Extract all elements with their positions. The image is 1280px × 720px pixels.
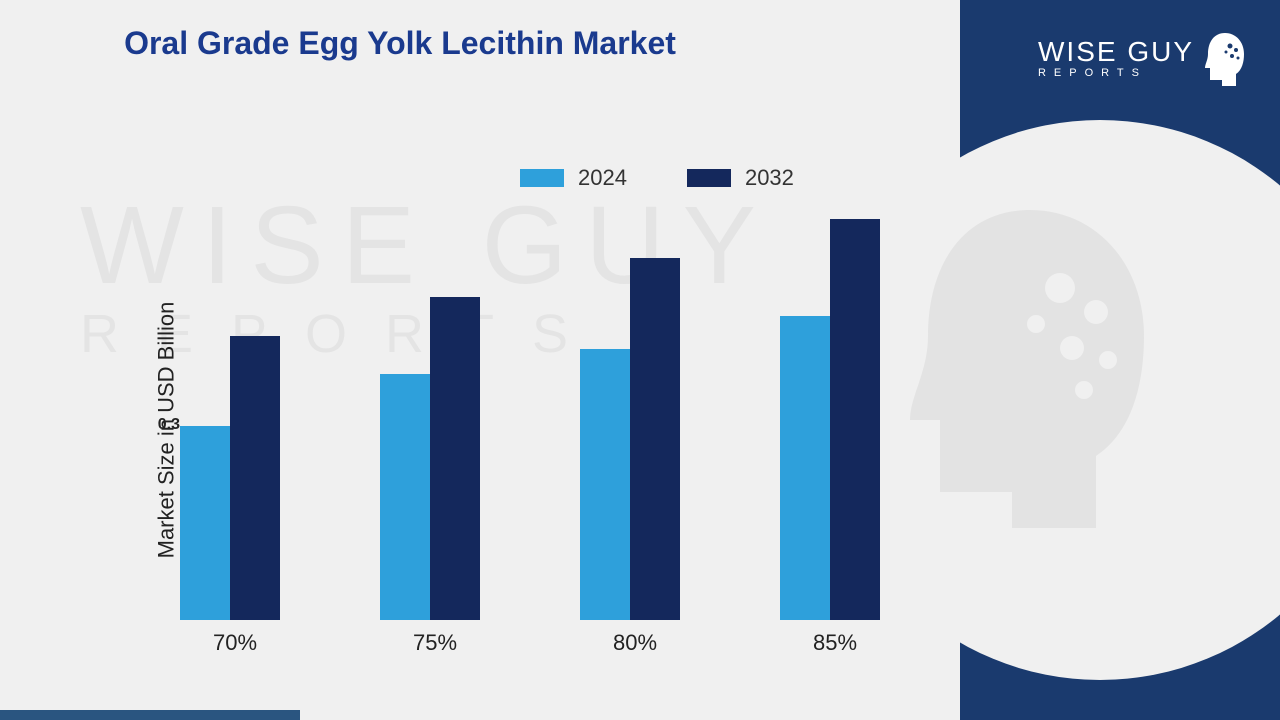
bar bbox=[780, 316, 830, 620]
bar-chart: Market Size in USD Billion 70%75%80%85%0… bbox=[100, 200, 960, 660]
bar-group bbox=[180, 200, 290, 620]
legend-label: 2032 bbox=[745, 165, 794, 191]
plot-area: 70%75%80%85%0.3 bbox=[150, 200, 960, 620]
footer-accent-bar bbox=[0, 710, 300, 720]
bar bbox=[180, 426, 230, 620]
x-tick-label: 70% bbox=[180, 630, 290, 656]
bar bbox=[580, 349, 630, 620]
bar-group bbox=[380, 200, 490, 620]
x-tick-label: 80% bbox=[580, 630, 690, 656]
x-tick-label: 85% bbox=[780, 630, 890, 656]
legend: 2024 2032 bbox=[520, 165, 794, 191]
bar bbox=[230, 336, 280, 620]
bar-group bbox=[780, 200, 890, 620]
legend-item-2032: 2032 bbox=[687, 165, 794, 191]
legend-label: 2024 bbox=[578, 165, 627, 191]
bar-group bbox=[580, 200, 690, 620]
bar bbox=[630, 258, 680, 620]
value-label: 0.3 bbox=[140, 416, 180, 434]
brand-logo: WISE GUY REPORTS bbox=[1038, 28, 1250, 88]
bar bbox=[830, 219, 880, 620]
legend-swatch bbox=[520, 169, 564, 187]
bar bbox=[430, 297, 480, 620]
logo-line2: REPORTS bbox=[1038, 68, 1194, 79]
chart-title: Oral Grade Egg Yolk Lecithin Market bbox=[0, 25, 800, 62]
right-panel bbox=[960, 0, 1280, 720]
logo-line1: WISE GUY bbox=[1038, 38, 1194, 66]
legend-item-2024: 2024 bbox=[520, 165, 627, 191]
bar bbox=[380, 374, 430, 620]
legend-swatch bbox=[687, 169, 731, 187]
x-tick-label: 75% bbox=[380, 630, 490, 656]
head-icon bbox=[1200, 28, 1250, 88]
